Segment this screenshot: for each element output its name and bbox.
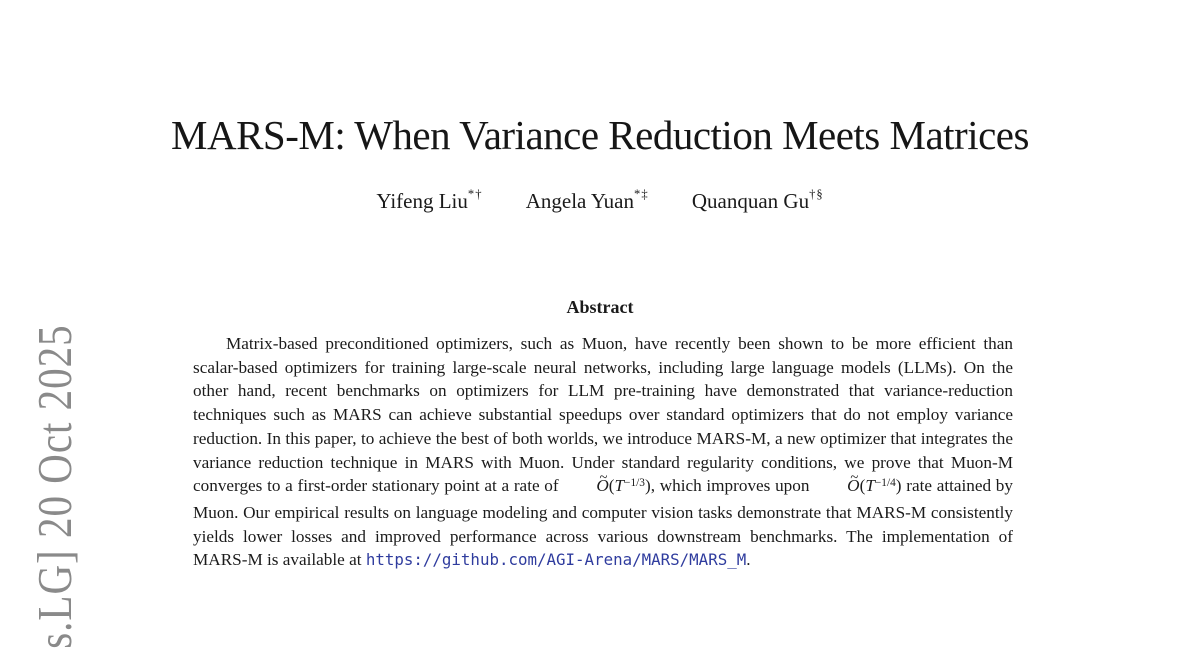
author-2-name: Angela Yuan <box>525 189 635 213</box>
author-line: Yifeng Liu*† Angela Yuan*‡ Quanquan Gu†§ <box>0 187 1200 214</box>
author-2-affiliation-marks: *‡ <box>634 187 649 202</box>
author-2: Angela Yuan*‡ <box>525 187 649 214</box>
math-expression: ~ O(T−1/3) <box>596 469 651 496</box>
author-3: Quanquan Gu†§ <box>691 187 824 214</box>
author-1-name: Yifeng Liu <box>376 189 468 213</box>
math-expression: ~ O(T−1/4) <box>847 469 902 496</box>
abstract-heading: Abstract <box>566 297 634 317</box>
author-3-affiliation-marks: †§ <box>809 187 824 202</box>
author-1-affiliation-marks: *† <box>467 187 483 202</box>
paper-title: MARS-M: When Variance Reduction Meets Ma… <box>171 112 1029 158</box>
arxiv-watermark: cs.LG] 20 Oct 2025 <box>27 324 82 648</box>
github-repo-link[interactable]: https://github.com/AGI-Arena/MARS/MARS_M <box>365 550 747 570</box>
author-3-name: Quanquan Gu <box>691 189 810 213</box>
author-1: Yifeng Liu*† <box>376 187 483 214</box>
abstract-paragraph: Matrix-based preconditioned optimizers, … <box>193 334 1013 570</box>
